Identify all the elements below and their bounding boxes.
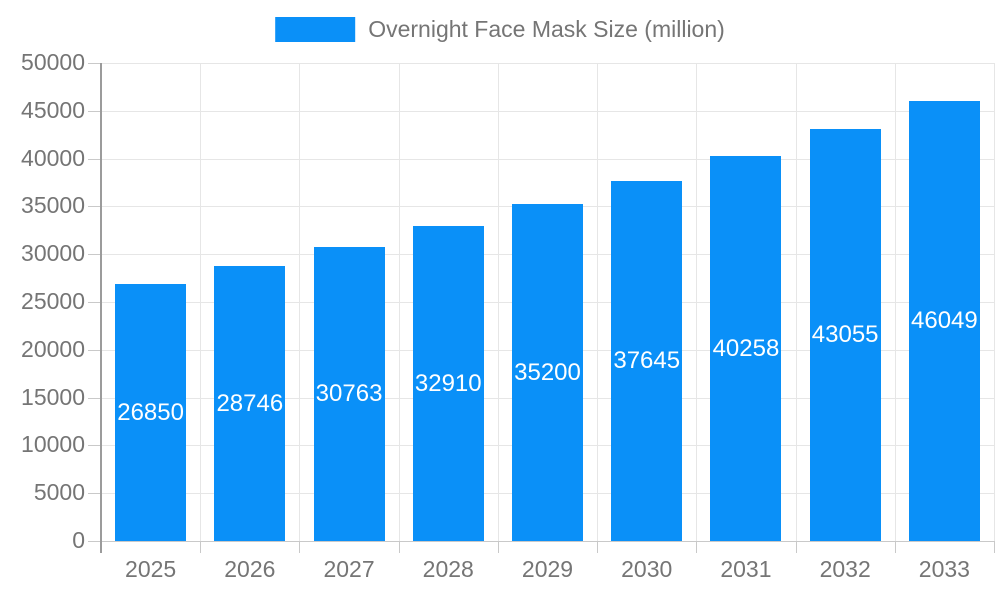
x-axis-tick bbox=[200, 541, 202, 553]
x-axis-tick bbox=[894, 541, 896, 553]
y-axis-tick bbox=[88, 110, 101, 112]
gridline-vertical bbox=[994, 63, 995, 541]
y-axis-label: 45000 bbox=[21, 96, 85, 123]
x-axis-label: 2029 bbox=[521, 556, 574, 582]
y-axis-label: 15000 bbox=[21, 383, 85, 410]
gridline-horizontal bbox=[101, 541, 994, 542]
x-axis-label: 2031 bbox=[720, 556, 772, 582]
gridline-vertical bbox=[497, 63, 499, 541]
bar-value-label: 35200 bbox=[514, 358, 581, 386]
y-axis-tick bbox=[88, 63, 101, 64]
y-axis-tick bbox=[88, 158, 101, 160]
x-axis-label: 2026 bbox=[224, 556, 276, 582]
legend-label: Overnight Face Mask Size (million) bbox=[368, 16, 725, 42]
bar-2032: 43055 bbox=[809, 129, 881, 541]
gridline-vertical bbox=[597, 63, 599, 541]
x-axis-tick bbox=[795, 541, 797, 553]
y-axis-tick bbox=[88, 254, 101, 256]
x-axis-label: 2032 bbox=[819, 556, 871, 582]
x-axis-tick bbox=[398, 541, 400, 553]
gridline-horizontal bbox=[101, 158, 994, 160]
bar-value-label: 32910 bbox=[414, 369, 482, 397]
gridline-vertical bbox=[200, 63, 202, 541]
bar-2029: 35200 bbox=[512, 204, 583, 541]
x-axis-tick bbox=[696, 541, 698, 553]
x-axis-label: 2025 bbox=[125, 556, 177, 582]
bar-value-label: 40258 bbox=[712, 334, 780, 362]
y-axis-tick bbox=[88, 493, 101, 495]
gridline-vertical bbox=[398, 63, 400, 541]
y-axis-tick bbox=[88, 541, 101, 542]
bar-value-label: 28746 bbox=[216, 389, 284, 417]
legend[interactable]: Overnight Face Mask Size (million) bbox=[275, 16, 725, 43]
y-axis-label: 5000 bbox=[33, 479, 85, 506]
y-axis-label: 40000 bbox=[21, 144, 85, 171]
x-axis-tick bbox=[299, 541, 301, 553]
x-axis-tick bbox=[994, 541, 995, 553]
x-axis-label: 2033 bbox=[918, 556, 970, 582]
bar-2026: 28746 bbox=[214, 266, 286, 541]
gridline-horizontal bbox=[101, 110, 994, 112]
y-axis-label: 0 bbox=[72, 527, 85, 554]
y-axis-label: 20000 bbox=[21, 335, 85, 362]
bar-2025: 26850 bbox=[115, 284, 187, 541]
bar-value-label: 46049 bbox=[911, 306, 978, 334]
y-axis-line bbox=[100, 63, 102, 553]
y-axis-tick bbox=[88, 397, 101, 399]
bar-2031: 40258 bbox=[710, 156, 782, 541]
y-axis-tick bbox=[88, 206, 101, 208]
bar-value-label: 43055 bbox=[811, 321, 879, 349]
gridline-horizontal bbox=[101, 63, 994, 64]
gridline-vertical bbox=[299, 63, 301, 541]
y-axis-tick bbox=[88, 302, 101, 303]
bar-value-label: 37645 bbox=[613, 347, 681, 375]
x-axis-label: 2028 bbox=[422, 556, 474, 582]
y-axis-tick bbox=[88, 445, 101, 447]
y-axis-label: 35000 bbox=[21, 192, 85, 219]
bar-2033: 46049 bbox=[908, 100, 980, 541]
x-axis-label: 2027 bbox=[323, 556, 375, 582]
y-axis-label: 30000 bbox=[21, 240, 85, 267]
bar-2030: 37645 bbox=[611, 181, 683, 541]
x-axis-tick bbox=[497, 541, 499, 553]
x-axis-tick bbox=[597, 541, 599, 553]
legend-swatch bbox=[275, 17, 356, 42]
gridline-vertical bbox=[795, 63, 797, 541]
y-axis-label: 25000 bbox=[21, 288, 85, 315]
bar-value-label: 26850 bbox=[117, 398, 184, 426]
bar-2028: 32910 bbox=[412, 226, 484, 541]
bar-value-label: 30763 bbox=[315, 379, 383, 407]
gridline-vertical bbox=[894, 63, 896, 541]
gridline-vertical bbox=[696, 63, 698, 541]
y-axis-label: 50000 bbox=[21, 49, 85, 76]
bar-2027: 30763 bbox=[313, 246, 385, 541]
y-axis-label: 10000 bbox=[21, 431, 85, 458]
x-axis-label: 2030 bbox=[621, 556, 673, 582]
y-axis-tick bbox=[88, 349, 101, 351]
